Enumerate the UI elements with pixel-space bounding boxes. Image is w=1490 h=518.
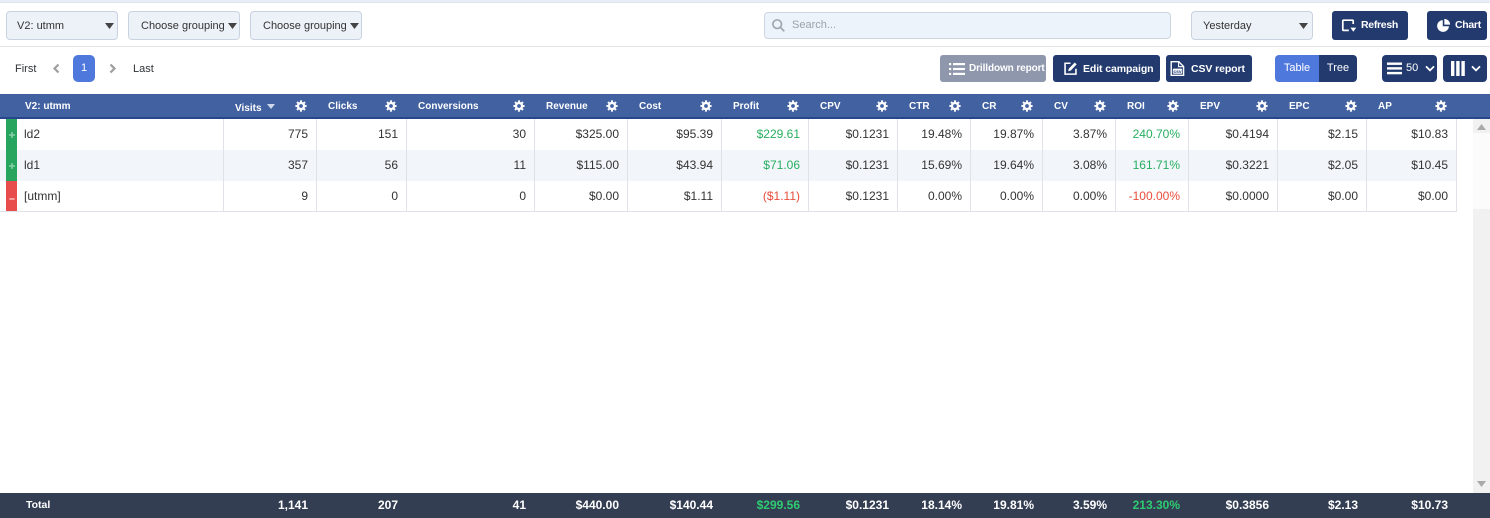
svg-text:csv: csv	[1173, 70, 1181, 75]
